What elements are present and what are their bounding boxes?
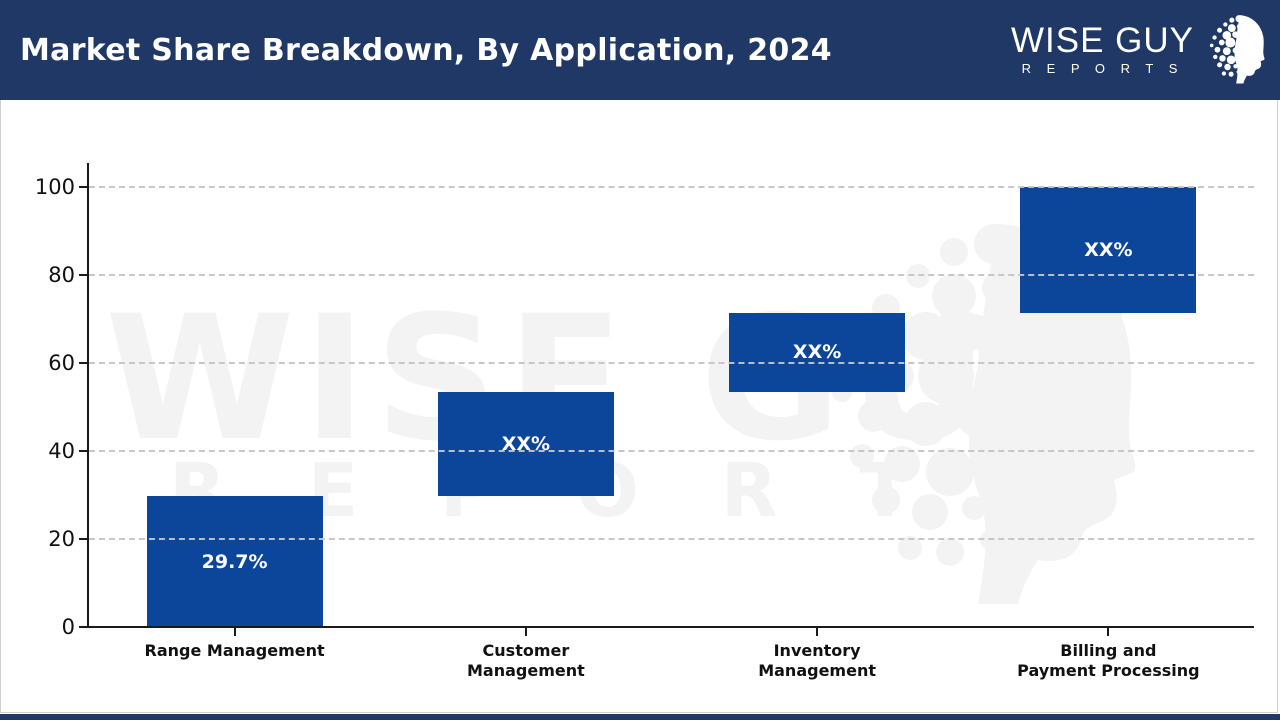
y-axis-tick-label: 40 <box>48 439 75 463</box>
y-axis-line <box>87 163 89 628</box>
x-axis-line <box>87 626 1254 628</box>
y-axis-tick <box>79 274 88 276</box>
y-axis-tick <box>79 450 88 452</box>
bar-segment: XX% <box>729 312 906 392</box>
chart-title: Market Share Breakdown, By Application, … <box>20 32 832 68</box>
chart-canvas: WISE GUY R E P O R T S 0 20 40 60 80 100 29.7%… <box>0 100 1278 713</box>
logo-wordmark: WISE GUY <box>1010 21 1194 60</box>
y-axis-tick-label: 60 <box>48 351 75 375</box>
y-axis-tick-label: 20 <box>48 527 75 551</box>
x-category-label: Billing and Payment Processing <box>1017 641 1200 680</box>
bar-segment: XX% <box>437 392 614 497</box>
footer-accent-bar <box>0 714 1280 720</box>
y-axis-tick-label: 100 <box>34 175 75 199</box>
x-category-label: Range Management <box>144 641 325 660</box>
x-category-label: Inventory Management <box>758 641 876 680</box>
header-bar: Market Share Breakdown, By Application, … <box>0 0 1280 100</box>
brand-logo: WISE GUY R E P O R T S <box>1011 8 1270 90</box>
logo-head-icon <box>1209 15 1265 84</box>
y-axis-tick <box>79 362 88 364</box>
logo-text-block: WISE GUY R E P O R T S <box>1010 21 1194 77</box>
y-axis-tick-label: 80 <box>48 263 75 287</box>
bar-value-label: 29.7% <box>201 550 268 573</box>
x-axis-tick <box>1107 628 1110 636</box>
logo-tagline: R E P O R T S <box>1021 61 1184 76</box>
bar-value-label: XX% <box>792 341 842 364</box>
gridline <box>89 362 1254 364</box>
bar-value-label: XX% <box>501 433 551 456</box>
gridline <box>89 274 1254 276</box>
x-axis-tick <box>233 628 236 636</box>
gridline <box>89 538 1254 540</box>
x-axis-tick <box>524 628 527 636</box>
gridline <box>89 450 1254 452</box>
plot-area: 0 20 40 60 80 100 29.7% Range Management XX% Cust… <box>1 100 1277 712</box>
y-axis-tick-label: 0 <box>61 615 75 639</box>
watermark-head-icon <box>832 224 1136 604</box>
y-axis-tick <box>79 538 88 540</box>
y-axis-tick <box>79 186 88 188</box>
x-category-label: Customer Management <box>467 641 585 680</box>
bar-value-label: XX% <box>1084 238 1133 261</box>
bar-segment: 29.7% <box>146 496 323 627</box>
gridline <box>89 186 1254 188</box>
bar-segment: XX% <box>1020 187 1197 313</box>
x-axis-tick <box>816 628 819 636</box>
y-axis-tick <box>79 626 88 628</box>
